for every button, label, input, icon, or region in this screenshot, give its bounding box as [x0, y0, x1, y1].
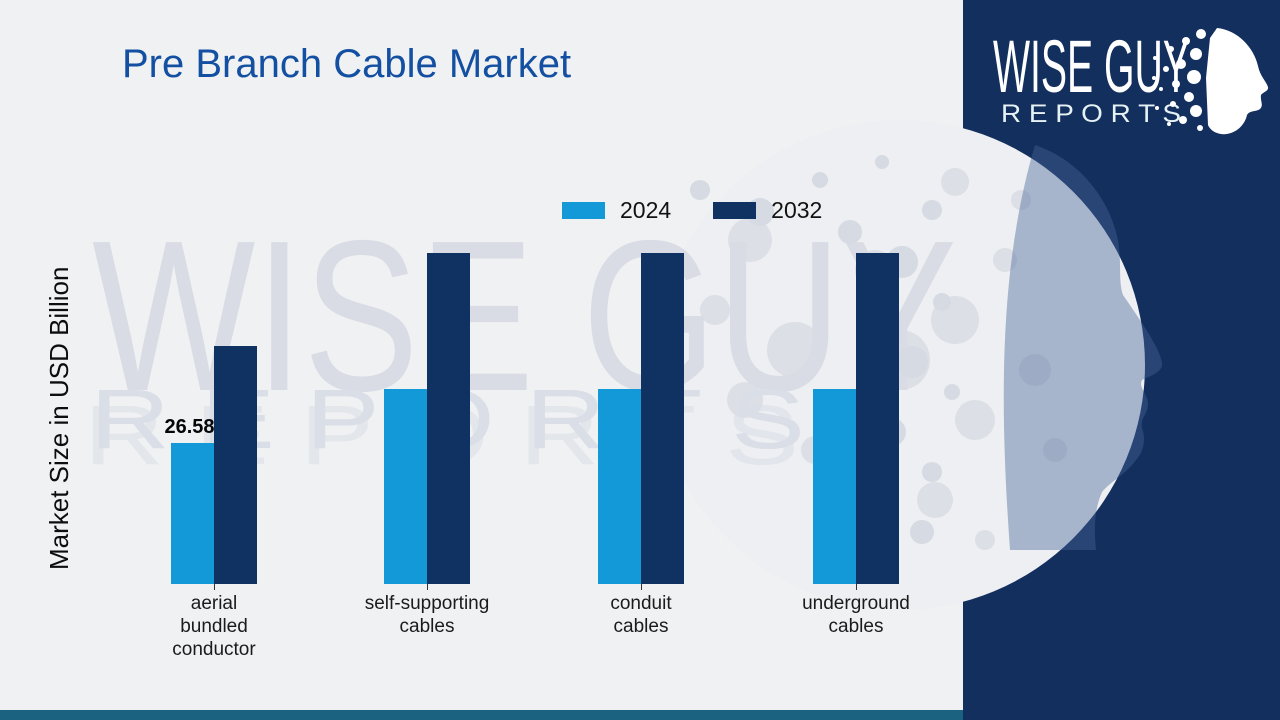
value-label-aerial-bundled-conductor: 26.58 [164, 416, 215, 439]
bar-2024-underground-cables [813, 388, 856, 584]
bar-2024-aerial-bundled-conductor [171, 443, 214, 584]
bar-2032-aerial-bundled-conductor [214, 346, 257, 584]
category-label-conduit-cables: conduit cables [610, 593, 672, 637]
legend: 2024 2032 [562, 197, 822, 224]
x-axis-tick [856, 584, 857, 590]
face-silhouette [1003, 145, 1163, 550]
legend-swatch-2024 [562, 202, 605, 219]
category-label-underground-cables: underground cables [802, 593, 910, 637]
bar-2032-conduit-cables [641, 253, 684, 584]
x-axis-tick [427, 584, 428, 590]
legend-label-2024: 2024 [620, 197, 672, 223]
logo-line1: WISE GUY [993, 28, 1189, 108]
bottom-accent-strip [0, 710, 963, 720]
bar-2024-conduit-cables [598, 388, 641, 584]
bar-2032-underground-cables [856, 253, 899, 584]
x-axis-tick [214, 584, 215, 590]
x-axis-tick [641, 584, 642, 590]
bar-2024-self-supporting-cables [384, 388, 427, 584]
legend-item-2032: 2032 [713, 197, 822, 224]
legend-swatch-2032 [713, 202, 757, 219]
legend-label-2032: 2032 [771, 197, 823, 223]
category-label-self-supporting-cables: self-supporting cables [364, 593, 490, 637]
wise-guy-logo: WISE GUY R E P O R T S [993, 28, 1189, 128]
category-label-aerial-bundled-conductor: aerial bundled conductor [172, 593, 256, 660]
legend-item-2024: 2024 [562, 197, 671, 224]
bar-2032-self-supporting-cables [427, 253, 470, 584]
page-title: Pre Branch Cable Market [122, 42, 572, 86]
logo-line2: R E P O R T S [1001, 100, 1181, 128]
logo-face-icon [1152, 28, 1269, 135]
